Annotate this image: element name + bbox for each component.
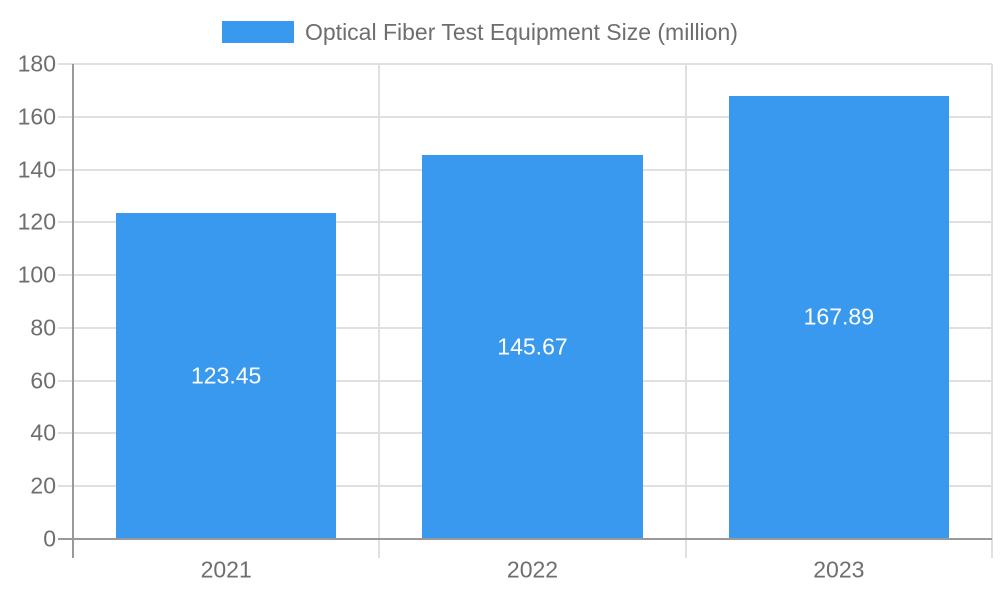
bar-2023[interactable]: 167.89 bbox=[728, 95, 950, 539]
bar-2022[interactable]: 145.67 bbox=[422, 154, 643, 539]
y-tick-label: 60 bbox=[30, 367, 56, 394]
bar-value-label: 145.67 bbox=[497, 333, 568, 360]
bar-2021[interactable]: 123.45 bbox=[115, 213, 337, 539]
y-gridline bbox=[58, 115, 992, 118]
y-tick-label: 140 bbox=[17, 156, 56, 183]
y-tick-label: 80 bbox=[30, 314, 56, 341]
bar-value-label: 123.45 bbox=[190, 362, 262, 389]
x-gridline bbox=[378, 64, 381, 558]
x-tick-label: 2021 bbox=[200, 556, 252, 583]
y-tick-label: 120 bbox=[17, 208, 56, 235]
x-tick-label: 2023 bbox=[813, 556, 865, 583]
legend-swatch bbox=[222, 21, 294, 43]
x-axis-line bbox=[58, 538, 992, 540]
plot-area: 123.45 145.67 167.89 0 20 40 60 80 100 120 140 160… bbox=[18, 51, 993, 583]
legend-label: Optical Fiber Test Equipment Size (milli… bbox=[305, 19, 738, 45]
x-tick-label: 2022 bbox=[506, 556, 559, 583]
y-tick-label: 100 bbox=[17, 261, 56, 288]
y-tick-label: 180 bbox=[17, 50, 56, 77]
y-tick-label: 40 bbox=[30, 419, 56, 446]
legend-item[interactable]: Optical Fiber Test Equipment Size (milli… bbox=[222, 19, 738, 45]
y-gridline bbox=[58, 63, 992, 65]
x-gridline bbox=[991, 64, 993, 558]
y-tick-label: 20 bbox=[30, 472, 56, 499]
y-axis-line bbox=[72, 64, 74, 558]
bar-value-label: 167.89 bbox=[803, 303, 874, 330]
x-gridline bbox=[684, 64, 687, 558]
y-tick-label: 0 bbox=[43, 525, 56, 552]
y-tick-label: 160 bbox=[17, 103, 56, 130]
